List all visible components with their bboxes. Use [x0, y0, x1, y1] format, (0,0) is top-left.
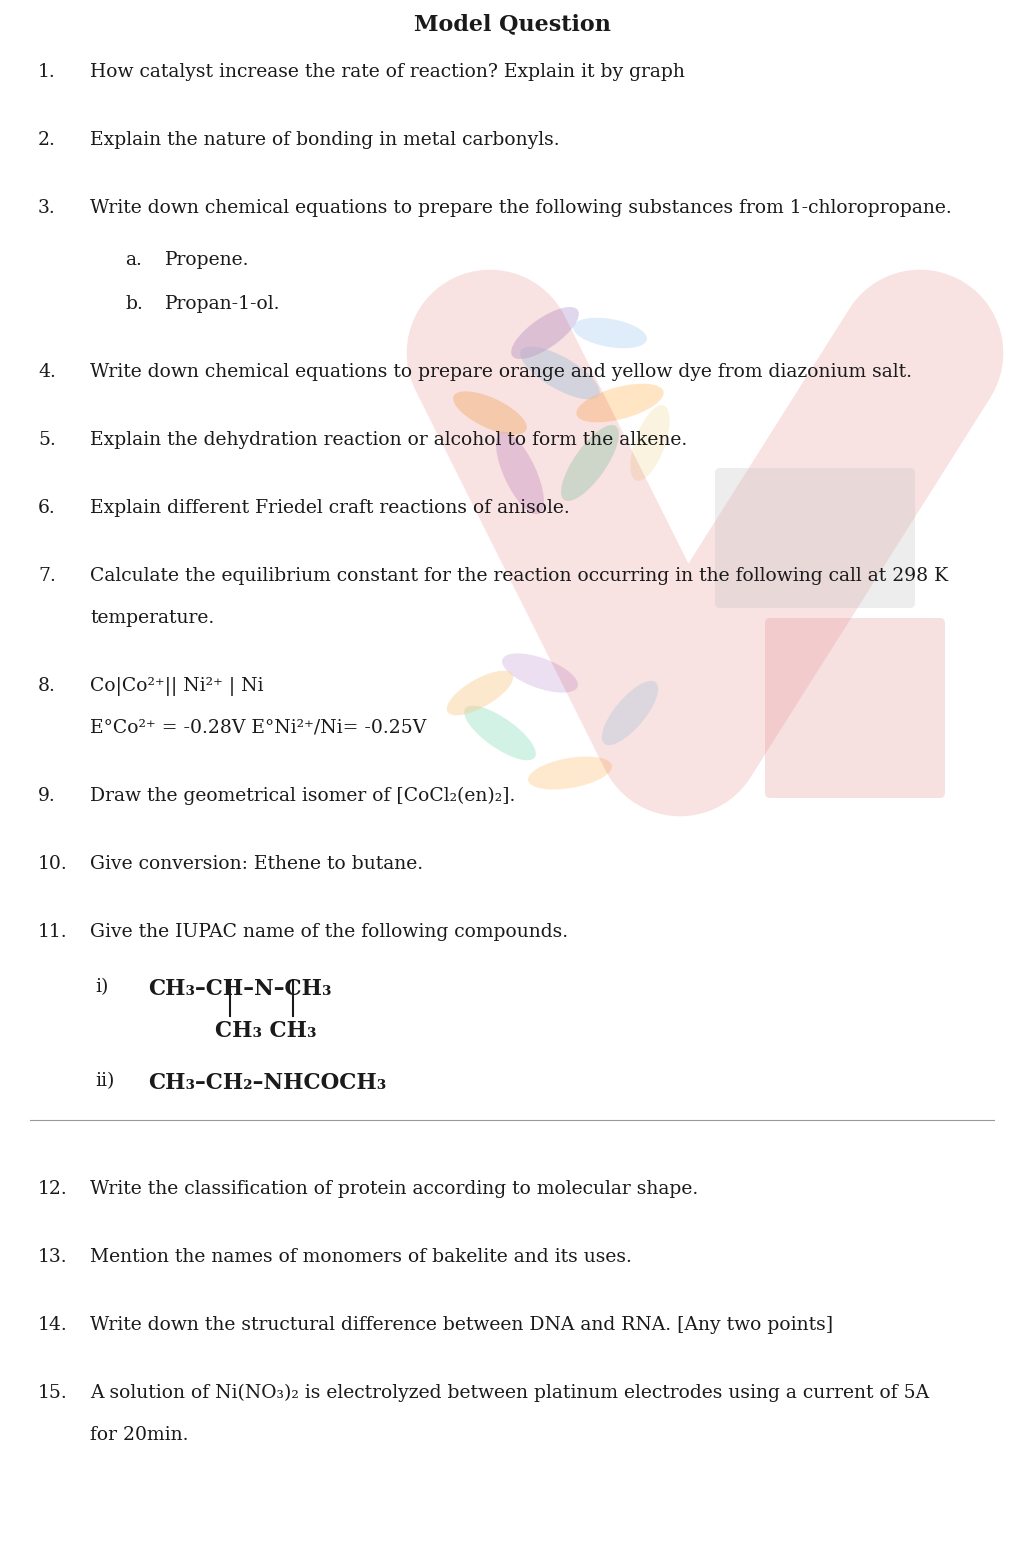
Ellipse shape [502, 654, 578, 693]
Text: How catalyst increase the rate of reaction? Explain it by graph: How catalyst increase the rate of reacti… [90, 64, 685, 81]
Text: 12.: 12. [38, 1180, 68, 1197]
Text: Write the classification of protein according to molecular shape.: Write the classification of protein acco… [90, 1180, 698, 1197]
Text: Propan-1-ol.: Propan-1-ol. [165, 295, 281, 314]
Text: Model Question: Model Question [414, 12, 610, 36]
FancyBboxPatch shape [715, 467, 915, 609]
Text: 13.: 13. [38, 1249, 68, 1266]
Ellipse shape [561, 426, 618, 502]
Text: Propene.: Propene. [165, 252, 250, 269]
Ellipse shape [520, 346, 600, 399]
Text: CH₃–CH–N–CH₃: CH₃–CH–N–CH₃ [148, 978, 332, 1000]
Text: 10.: 10. [38, 856, 68, 873]
Ellipse shape [464, 705, 536, 761]
Ellipse shape [454, 391, 526, 435]
Text: a.: a. [125, 252, 142, 269]
Text: for 20min.: for 20min. [90, 1426, 188, 1444]
Ellipse shape [511, 307, 579, 359]
Text: 2.: 2. [38, 130, 56, 149]
Text: Write down the structural difference between DNA and RNA. [Any two points]: Write down the structural difference bet… [90, 1315, 834, 1334]
Text: A solution of Ni(NO₃)₂ is electrolyzed between platinum electrodes using a curre: A solution of Ni(NO₃)₂ is electrolyzed b… [90, 1384, 929, 1402]
Text: 8.: 8. [38, 677, 56, 696]
Text: i): i) [95, 978, 109, 995]
Text: temperature.: temperature. [90, 609, 214, 627]
Text: 6.: 6. [38, 499, 55, 517]
Text: Co|Co²⁺|| Ni²⁺ | Ni: Co|Co²⁺|| Ni²⁺ | Ni [90, 677, 263, 696]
Text: 9.: 9. [38, 787, 55, 804]
Text: CH₃ CH₃: CH₃ CH₃ [215, 1020, 316, 1042]
Text: 14.: 14. [38, 1315, 68, 1334]
Text: Calculate the equilibrium constant for the reaction occurring in the following c: Calculate the equilibrium constant for t… [90, 567, 948, 585]
Text: Explain different Friedel craft reactions of anisole.: Explain different Friedel craft reaction… [90, 499, 569, 517]
Text: 1.: 1. [38, 64, 55, 81]
Text: 7.: 7. [38, 567, 56, 585]
Text: 4.: 4. [38, 363, 56, 380]
Text: ii): ii) [95, 1072, 115, 1090]
Text: 3.: 3. [38, 199, 55, 217]
Text: 5.: 5. [38, 432, 56, 449]
Ellipse shape [496, 432, 544, 514]
Text: b.: b. [125, 295, 143, 314]
Text: Give the IUPAC name of the following compounds.: Give the IUPAC name of the following com… [90, 922, 568, 941]
FancyBboxPatch shape [765, 618, 945, 798]
Ellipse shape [602, 680, 658, 745]
Text: Give conversion: Ethene to butane.: Give conversion: Ethene to butane. [90, 856, 423, 873]
Ellipse shape [631, 405, 670, 481]
Ellipse shape [573, 318, 647, 348]
Text: Write down chemical equations to prepare the following substances from 1-chlorop: Write down chemical equations to prepare… [90, 199, 951, 217]
Text: E°Co²⁺ = -0.28V E°Ni²⁺/Ni= -0.25V: E°Co²⁺ = -0.28V E°Ni²⁺/Ni= -0.25V [90, 719, 426, 738]
Ellipse shape [528, 756, 612, 789]
Text: Explain the dehydration reaction or alcohol to form the alkene.: Explain the dehydration reaction or alco… [90, 432, 687, 449]
Text: CH₃–CH₂–NHCOCH₃: CH₃–CH₂–NHCOCH₃ [148, 1072, 386, 1093]
Ellipse shape [446, 671, 513, 716]
Text: 15.: 15. [38, 1384, 68, 1402]
Ellipse shape [577, 384, 664, 422]
Text: Mention the names of monomers of bakelite and its uses.: Mention the names of monomers of bakelit… [90, 1249, 632, 1266]
Text: Draw the geometrical isomer of [CoCl₂(en)₂].: Draw the geometrical isomer of [CoCl₂(en… [90, 787, 515, 806]
Text: 11.: 11. [38, 922, 68, 941]
Text: Explain the nature of bonding in metal carbonyls.: Explain the nature of bonding in metal c… [90, 130, 560, 149]
Text: Write down chemical equations to prepare orange and yellow dye from diazonium sa: Write down chemical equations to prepare… [90, 363, 912, 380]
